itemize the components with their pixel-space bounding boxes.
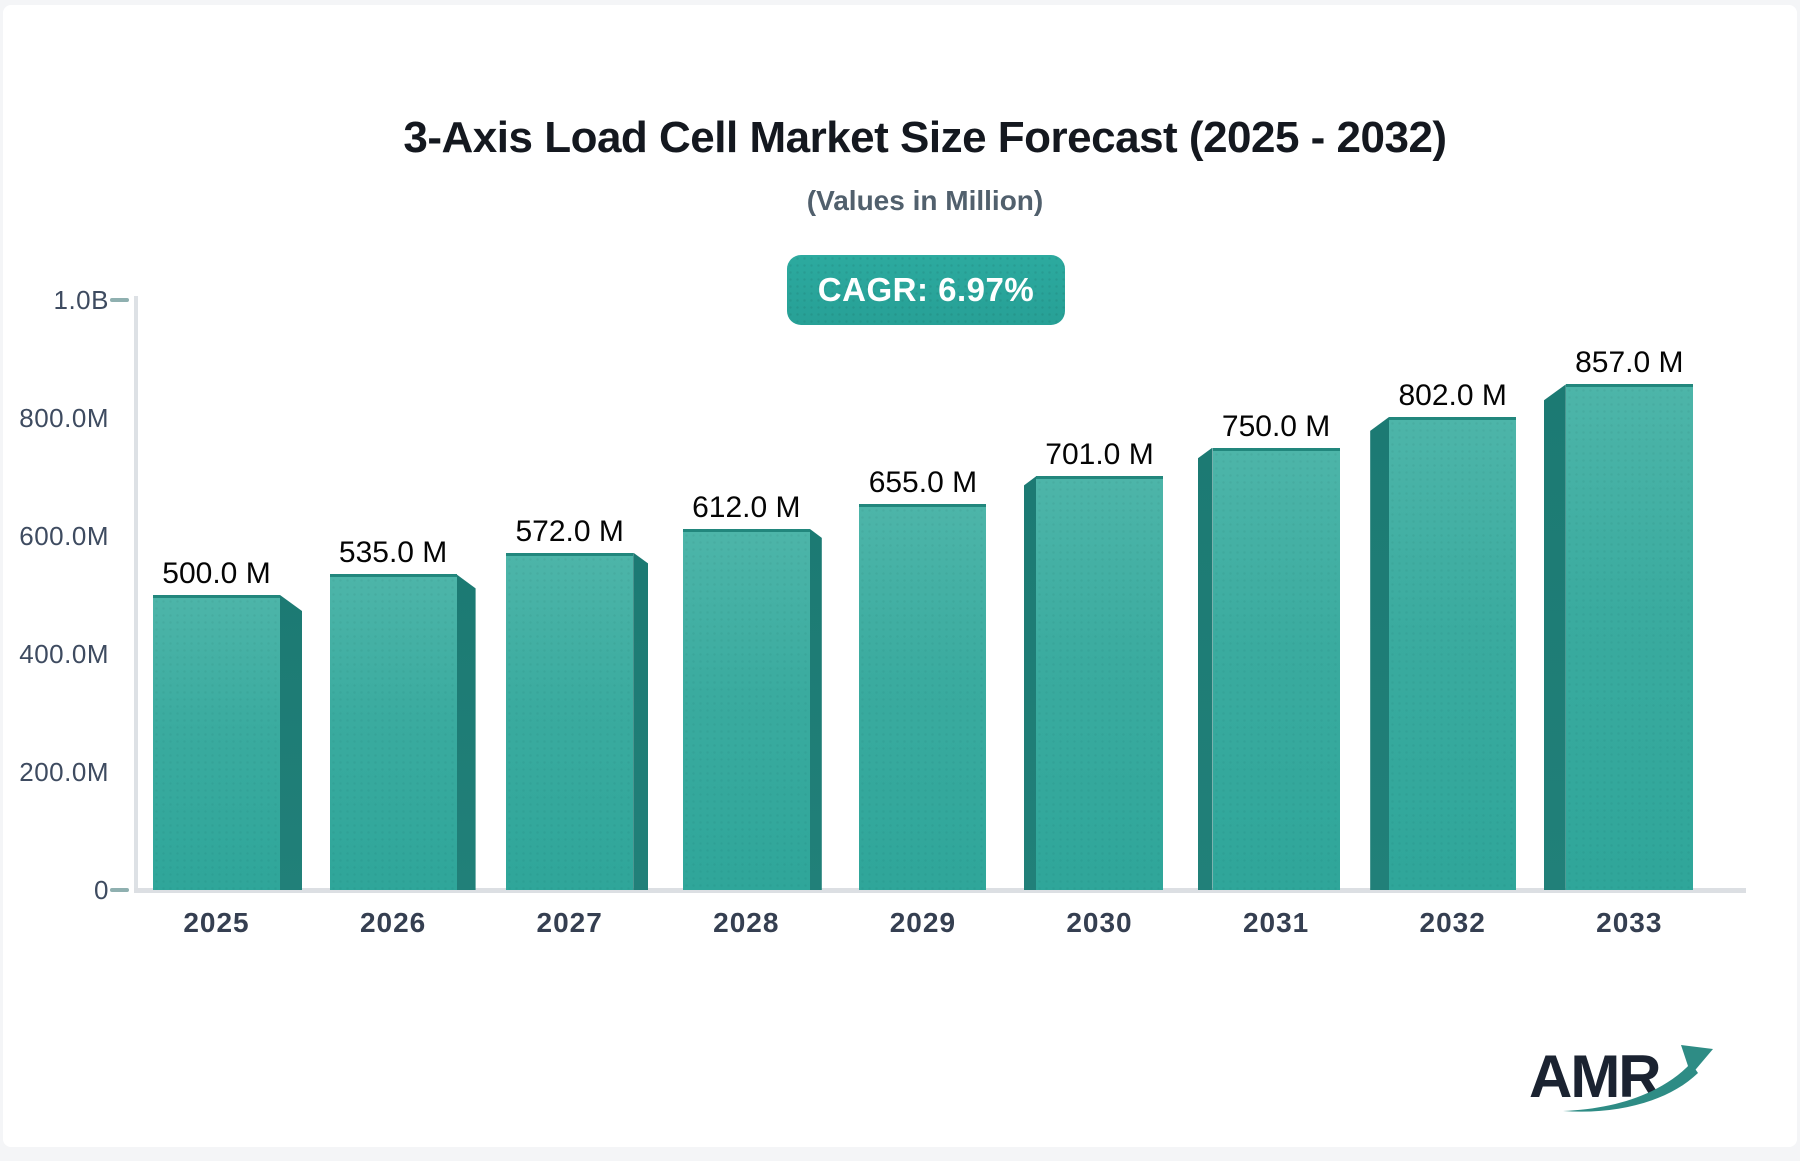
bar-3d-side-face [633, 552, 649, 890]
y-axis-tick-label: 400.0M [19, 639, 109, 669]
chart-title: 3-Axis Load Cell Market Size Forecast (2… [403, 113, 1447, 162]
bar-value-label: 857.0 M [1575, 346, 1684, 380]
bar-3d-side-face [280, 595, 302, 890]
bar-2025 [153, 595, 302, 890]
bar-2033 [1543, 384, 1693, 890]
bar-chart-plot-area: 1.0B 800.0M 600.0M 400.0M 200.0M 0 500.0 M 2025… [3, 5, 1800, 1161]
x-axis-tick-label: 2028 [713, 907, 780, 938]
bar-value-label: 655.0 M [868, 465, 978, 499]
x-axis-tick-label: 2031 [1242, 907, 1310, 938]
cagr-badge: CAGR: 6.97% [787, 255, 1065, 325]
bar-2030 [1024, 476, 1163, 890]
bar-2026 [329, 574, 476, 890]
bar-3d-side-face [1543, 384, 1566, 890]
y-axis-tick-label: 200.0M [19, 757, 109, 787]
bar-value-label: 612.0 M [692, 490, 801, 524]
x-axis-tick-label: 2030 [1066, 907, 1133, 938]
bar-value-label: 750.0 M [1221, 409, 1331, 443]
bar-2027 [506, 552, 649, 890]
y-axis-tick-mark [110, 888, 129, 892]
bar-2028 [682, 528, 822, 890]
amr-logo-graphic: AMR [1529, 1043, 1713, 1112]
x-axis-line [134, 888, 1746, 893]
bar-3d-side-face [456, 574, 476, 890]
bar-3d-side-face [1197, 447, 1213, 890]
x-axis-tick-label: 2033 [1596, 907, 1663, 938]
x-axis-tick-label: 2025 [183, 907, 250, 938]
chart-card: 3-Axis Load Cell Market Size Forecast (2… [3, 5, 1797, 1147]
x-axis-tick-label: 2032 [1419, 907, 1486, 938]
y-axis-tick-label: 800.0M [19, 403, 109, 433]
x-axis-tick-label: 2026 [359, 907, 427, 938]
bar-value-label: 701.0 M [1045, 438, 1154, 472]
amr-logo-swoosh-arrow-icon [1563, 1063, 1698, 1112]
bar-value-label: 572.0 M [515, 514, 624, 548]
amr-logo-arrowhead-icon [1681, 1045, 1713, 1075]
x-axis-tick-label: 2029 [889, 907, 957, 938]
bar-value-label: 500.0 M [162, 557, 271, 590]
bar-value-label: 535.0 M [338, 536, 448, 570]
bar-2031 [1197, 447, 1340, 890]
y-axis-tick-label: 1.0B [53, 285, 109, 315]
amr-logo: AMR [1521, 1033, 1751, 1128]
chart-subtitle: (Values in Million) [806, 185, 1044, 216]
bar-3d-side-face [809, 528, 822, 890]
bar-2032 [1370, 416, 1517, 890]
chart-header: 3-Axis Load Cell Market Size Forecast (2… [125, 5, 1725, 217]
bar-3d-side-face [1024, 476, 1036, 890]
y-axis-tick-label: 600.0M [19, 521, 109, 551]
y-axis-line [134, 296, 138, 890]
y-axis-tick-mark [110, 298, 129, 302]
x-axis-tick-label: 2027 [536, 907, 603, 938]
bar-value-label: 802.0 M [1398, 378, 1507, 412]
bar-2029 [859, 503, 987, 890]
bar-3d-side-face [1370, 416, 1390, 890]
y-axis-tick-label: 0 [94, 875, 109, 905]
